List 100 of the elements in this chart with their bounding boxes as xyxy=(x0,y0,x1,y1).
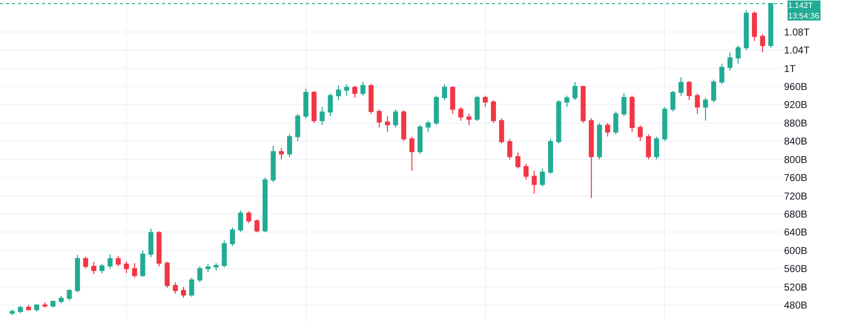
candlestick xyxy=(524,163,529,180)
candlestick xyxy=(482,95,488,108)
candlestick xyxy=(540,168,545,188)
candlestick xyxy=(336,85,341,101)
candlestick xyxy=(34,304,40,312)
candlestick xyxy=(26,304,32,312)
candlestick xyxy=(548,138,554,174)
candlestick xyxy=(344,84,350,96)
text: 13:54:36 xyxy=(788,11,820,20)
candlestick xyxy=(238,210,244,233)
y-tick-label: 560B xyxy=(784,264,808,276)
candlestick xyxy=(474,95,480,122)
candlestick xyxy=(418,124,423,154)
candlestick xyxy=(760,34,766,53)
candlestick xyxy=(572,81,578,101)
y-tick-label: 800B xyxy=(784,154,808,166)
candlestick xyxy=(246,210,252,224)
y-tick-label: 760B xyxy=(784,173,808,184)
candlestick xyxy=(156,230,162,267)
y-tick-label: 600B xyxy=(784,246,808,257)
candlestick xyxy=(262,177,268,233)
candlestick xyxy=(270,145,276,183)
y-tick-label: 960B xyxy=(784,82,808,94)
y-tick-label: 480B xyxy=(784,300,808,312)
candlestick xyxy=(352,85,358,98)
candlestick xyxy=(368,83,374,114)
candlestick xyxy=(662,106,668,142)
candlestick xyxy=(532,170,537,194)
candlestick xyxy=(515,152,520,169)
candlestick xyxy=(752,10,757,42)
candlestick xyxy=(58,295,64,304)
candlestick xyxy=(630,95,635,133)
candlestick xyxy=(303,88,308,119)
candlestick xyxy=(727,52,732,72)
candlestick xyxy=(116,255,121,267)
candlestick xyxy=(458,106,464,122)
candlestick xyxy=(564,95,570,108)
candlestick xyxy=(376,108,382,128)
y-tick-label: 1T xyxy=(784,64,796,75)
ref-line-label: 1.142T xyxy=(788,1,814,10)
candlestick xyxy=(278,147,284,160)
candlestick xyxy=(613,111,618,135)
candlestick xyxy=(588,118,594,199)
candlestick xyxy=(66,288,72,302)
candlestick xyxy=(736,45,741,64)
candlestick xyxy=(197,266,202,283)
candlestick xyxy=(621,92,626,117)
y-tick-label: 640B xyxy=(784,228,808,239)
candlestick xyxy=(499,118,504,144)
y-tick-label: 520B xyxy=(784,282,808,294)
y-tick-label: 720B xyxy=(784,191,808,202)
candlestick xyxy=(719,63,724,85)
candlestick xyxy=(434,95,439,126)
candlestick xyxy=(50,300,56,308)
candlestick xyxy=(10,309,15,316)
candlestick xyxy=(328,92,333,117)
candlestick xyxy=(214,262,219,271)
candlestick xyxy=(409,136,414,172)
candlestick xyxy=(108,254,113,270)
candlestick xyxy=(172,282,178,294)
candlestick xyxy=(360,81,366,96)
candlestick xyxy=(205,264,210,273)
candlestick xyxy=(694,92,700,114)
y-tick-label: 1.04T xyxy=(784,46,810,57)
candlestick xyxy=(654,136,660,160)
candlestick xyxy=(320,106,325,126)
candlestick xyxy=(426,120,431,133)
candlestick xyxy=(580,85,586,124)
candlestick xyxy=(686,80,692,101)
candlestick xyxy=(312,90,317,124)
candlestick xyxy=(638,124,643,142)
candlestick xyxy=(222,240,227,268)
candlestick xyxy=(287,134,292,158)
y-tick-label: 880B xyxy=(784,118,808,130)
y-tick-label: 1.08T xyxy=(784,27,810,38)
candlestick xyxy=(450,86,456,114)
candlestick xyxy=(140,250,146,278)
candlestick xyxy=(556,100,562,144)
candlestick xyxy=(401,110,406,142)
candlestick xyxy=(596,122,602,160)
candlestick xyxy=(507,138,512,160)
candlestick xyxy=(132,262,138,278)
candlestick xyxy=(91,261,96,275)
y-tick-label: 840B xyxy=(784,136,808,148)
candlestick xyxy=(124,260,129,274)
candlestick xyxy=(646,134,651,160)
candlestick xyxy=(230,227,235,246)
candlestick xyxy=(42,302,48,308)
candlestick xyxy=(148,228,154,258)
candlestick xyxy=(490,100,496,124)
candlestick xyxy=(744,10,749,51)
candlestick xyxy=(164,261,170,288)
candlestick xyxy=(711,79,716,103)
candlestick xyxy=(605,122,610,138)
candlestick xyxy=(393,108,398,128)
candlestick xyxy=(384,116,390,133)
candlestick xyxy=(295,113,300,142)
y-tick-label: 920B xyxy=(784,100,808,112)
candlestick xyxy=(466,113,472,126)
candlestick xyxy=(678,76,684,96)
